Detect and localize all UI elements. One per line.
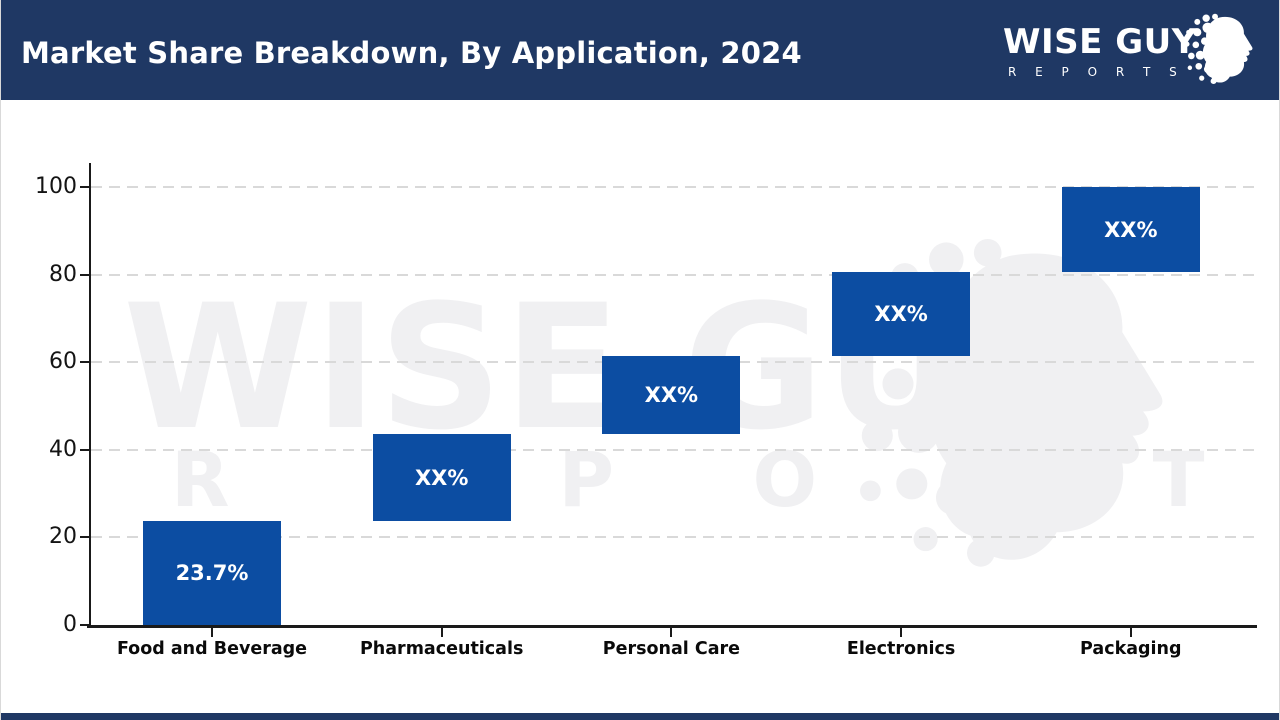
brand-subtitle: R E P O R T S	[1008, 65, 1185, 79]
x-tick	[211, 628, 213, 637]
x-category-label: Food and Beverage	[116, 639, 308, 659]
y-axis-spine	[89, 163, 91, 627]
x-axis-spine	[87, 625, 1257, 628]
x-tick	[900, 628, 903, 637]
bar-value-label: 23.7%	[175, 561, 249, 586]
bar-value-label: XX%	[874, 302, 928, 327]
brand-logo: WISE GUY R E P O R T S	[1003, 6, 1271, 96]
bar-segment: XX%	[832, 272, 971, 356]
brand-name: WISE GUY	[1003, 22, 1197, 62]
y-tick-60	[80, 361, 89, 364]
y-tick-0	[80, 624, 89, 626]
header-band: Market Share Breakdown, By Application, …	[1, 0, 1279, 100]
bar-segment: XX%	[602, 355, 741, 435]
bar-value-label: XX%	[644, 383, 699, 408]
x-category-label: Electronics	[846, 639, 956, 659]
y-tick-label: 20	[49, 524, 77, 550]
footer-band	[1, 713, 1279, 720]
bar-value-label: XX%	[1104, 217, 1158, 242]
gridline-20	[91, 536, 1257, 539]
x-tick	[440, 628, 443, 637]
y-tick-label: 100	[35, 174, 77, 199]
x-tick	[670, 628, 673, 637]
brand-logo-text: WISE GUY R E P O R T S	[1003, 22, 1197, 79]
gridline-80	[91, 273, 1257, 276]
bar-value-label: XX%	[414, 465, 469, 490]
gridline-100	[91, 186, 1257, 188]
y-tick-20	[80, 536, 89, 539]
chart-title: Market Share Breakdown, By Application, …	[21, 36, 802, 70]
y-tick-label: 80	[49, 261, 77, 287]
bar-segment: XX%	[1061, 187, 1200, 273]
bar-segment: XX%	[372, 434, 511, 522]
x-category-label: Pharmaceuticals	[359, 639, 524, 659]
y-tick-label: 60	[49, 349, 77, 375]
y-tick-100	[80, 186, 89, 188]
bar-segment: 23.7%	[143, 521, 281, 625]
x-category-label: Packaging	[1080, 639, 1182, 659]
x-tick	[1129, 628, 1132, 637]
x-category-label: Personal Care	[602, 639, 741, 659]
gridline-40	[91, 448, 1257, 451]
y-tick-40	[80, 448, 89, 451]
y-tick-label: 0	[63, 612, 77, 637]
dotted-face-icon	[1184, 13, 1253, 85]
y-tick-80	[80, 273, 89, 276]
y-tick-label: 40	[49, 436, 77, 462]
